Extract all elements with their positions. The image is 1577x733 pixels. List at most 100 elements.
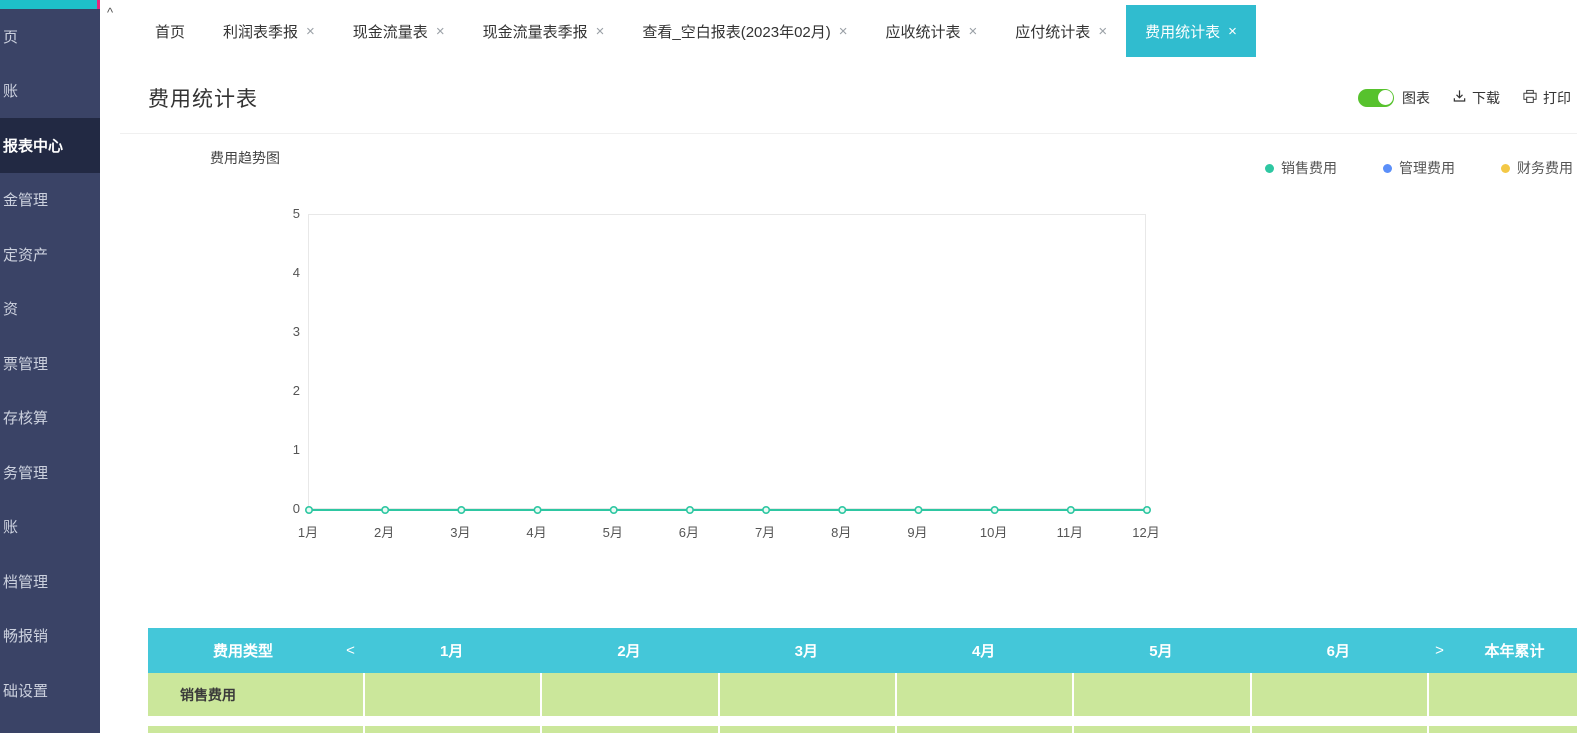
sidebar-item[interactable]: 存核算 [3, 410, 49, 428]
sidebar-item[interactable]: 页 [3, 28, 19, 46]
expense-table: 费用类型 <1月 2月 3月 4月 5月 6月 > 本年累计 销售费用 [148, 628, 1577, 733]
table-header-total: 本年累计 [1484, 643, 1545, 660]
sidebar-item[interactable]: 定资产 [3, 246, 49, 264]
tab-close-icon[interactable]: × [1228, 22, 1237, 40]
tab[interactable]: 应付统计表 × [996, 5, 1126, 57]
chart-toggle-label: 图表 [1402, 89, 1430, 106]
table-body: 销售费用 [148, 673, 1577, 733]
legend-dot-icon [1265, 163, 1274, 173]
table-row [148, 726, 1577, 733]
sidebar-item[interactable]: 账 [3, 519, 19, 537]
tab-close-icon[interactable]: × [435, 22, 445, 40]
tab-label: 费用统计表 [1145, 23, 1221, 41]
y-tick-label: 4 [292, 265, 300, 280]
sidebar-scrollbar[interactable]: ^ [100, 0, 120, 733]
data-point-marker [1142, 505, 1151, 514]
sidebar-item[interactable]: 票管理 [3, 355, 49, 373]
legend-dot-icon [1501, 163, 1510, 173]
sidebar-item[interactable]: 报表中心 [0, 118, 100, 173]
sidebar-item[interactable]: 础设置 [3, 682, 49, 700]
x-tick-label: 11月 [1056, 525, 1084, 540]
data-point-marker [1066, 505, 1075, 514]
sidebar-item[interactable]: 金管理 [3, 192, 49, 210]
y-tick-label: 5 [292, 206, 300, 221]
legend-item[interactable]: 销售费用 [1265, 158, 1337, 178]
data-point-marker [533, 505, 542, 514]
table-cell [363, 673, 540, 716]
download-button[interactable]: 下载 [1452, 88, 1500, 108]
table-cell [894, 726, 1072, 733]
page-title: 费用统计表 [148, 87, 258, 111]
chart-toggle-switch[interactable] [1358, 88, 1394, 107]
tab[interactable]: 现金流量表季报 × [464, 5, 624, 57]
tab-label: 利润表季报 [223, 23, 299, 41]
data-point-marker [304, 505, 314, 514]
chart-title: 费用趋势图 [210, 150, 280, 166]
print-label: 打印 [1543, 89, 1571, 106]
data-point-marker [609, 505, 618, 514]
data-point-marker [838, 505, 847, 514]
sidebar-item[interactable]: 务管理 [3, 464, 49, 482]
page-header: 费用统计表 图表 下载 [120, 62, 1577, 134]
download-label: 下载 [1472, 89, 1500, 106]
tab[interactable]: 应收统计表 × [867, 5, 997, 57]
table-cell [1249, 673, 1427, 716]
y-tick-label: 0 [292, 501, 300, 516]
x-tick-label: 12月 [1132, 525, 1160, 540]
table-header-month: 5月 [1149, 643, 1173, 660]
table-cell [363, 726, 540, 733]
x-tick-label: 7月 [754, 525, 776, 540]
table-cell [540, 726, 717, 733]
row-label: 销售费用 [180, 686, 236, 703]
table-cell-total [1426, 726, 1577, 733]
accent-bar-cyan [0, 0, 97, 9]
table-row: 销售费用 [148, 673, 1577, 716]
x-tick-label: 6月 [678, 525, 700, 540]
tab[interactable]: 利润表季报 × [204, 5, 334, 57]
toggle-knob-icon [1377, 90, 1393, 105]
table-prev-icon[interactable]: < [346, 642, 355, 659]
table-cell [1072, 673, 1249, 716]
tab[interactable]: 现金流量表 × [334, 5, 464, 57]
data-point-marker [990, 505, 999, 514]
tab-close-icon[interactable]: × [968, 22, 978, 40]
tab[interactable]: 查看_空白报表(2023年02月) × [623, 5, 866, 57]
y-tick-label: 3 [292, 324, 300, 339]
data-point-marker [457, 505, 466, 514]
table-header-month: 4月 [971, 643, 996, 660]
tab-close-icon[interactable]: × [306, 22, 315, 40]
tab-close-icon[interactable]: × [1098, 22, 1108, 40]
table-header-type: 费用类型 [212, 643, 273, 660]
print-button[interactable]: 打印 [1522, 88, 1571, 108]
row-label [148, 726, 363, 733]
tab-label: 首页 [155, 23, 186, 41]
tab[interactable]: 首页 [136, 5, 204, 57]
tab-label: 查看_空白报表(2023年02月) [642, 23, 831, 41]
tab-close-icon[interactable]: × [595, 22, 605, 40]
data-point-marker [685, 505, 694, 514]
scroll-up-icon[interactable]: ^ [106, 5, 114, 20]
x-tick-label: 8月 [831, 525, 852, 540]
x-tick-label: 4月 [526, 525, 547, 540]
sidebar-item[interactable]: 资 [3, 301, 19, 319]
legend-label: 财务费用 [1517, 160, 1573, 176]
sidebar-item[interactable]: 畅报销 [3, 628, 49, 646]
table-cell [540, 673, 717, 716]
sidebar-item[interactable]: 账 [3, 83, 19, 101]
tab-label: 应收统计表 [885, 23, 961, 41]
table-cell [717, 673, 895, 716]
legend-item[interactable]: 管理费用 [1383, 158, 1455, 178]
tab[interactable]: 费用统计表 × [1126, 5, 1256, 57]
table-cell-total [1426, 673, 1577, 716]
x-tick-label: 2月 [374, 525, 395, 540]
tab-label: 现金流量表季报 [482, 23, 588, 41]
chart-section: 费用趋势图 销售费用 管理费用 财务费用 5 4 3 2 1 0 1月 2月 3月 4月 5月 6月 7月 8… [120, 134, 1577, 628]
sidebar-item[interactable]: 档管理 [3, 573, 49, 591]
table-cell [717, 726, 895, 733]
table-next-icon[interactable]: > [1435, 642, 1444, 659]
x-tick-label: 3月 [450, 525, 471, 540]
tab-close-icon[interactable]: × [838, 22, 848, 40]
legend-item[interactable]: 财务费用 [1501, 158, 1573, 178]
legend: 销售费用 管理费用 财务费用 [1265, 158, 1573, 178]
